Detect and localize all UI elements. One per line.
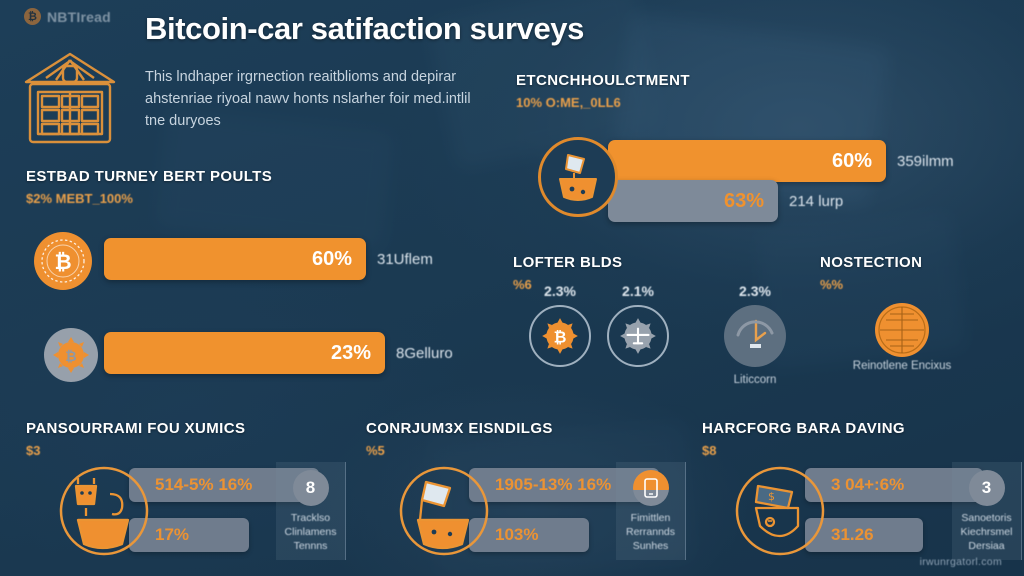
- progress-bar[interactable]: 23%: [104, 332, 385, 374]
- phone-icon: [632, 470, 669, 506]
- bar-caption: 8Gelluro: [396, 344, 453, 362]
- section-title: LOFTER BLDS: [513, 254, 623, 271]
- svg-text:₿: ₿: [54, 250, 71, 274]
- side-panel-text: Fimittlen Rerrannds Sunhes: [625, 512, 676, 552]
- card-bar[interactable]: 1905-13% 16%: [469, 468, 659, 502]
- progress-bar[interactable]: 63%: [608, 180, 778, 222]
- brand-name: NBTIread: [47, 8, 111, 25]
- card-bar-label: 3 04+:6%: [831, 475, 905, 494]
- bottom-card[interactable]: CONRJUM3X EISNDILGS %5 1905-13% 16% 103%: [366, 420, 686, 570]
- mini-stat[interactable]: 2.3% Liticcorn: [712, 283, 798, 386]
- section-subtitle: 10% O:ME,_0LL6: [516, 95, 621, 110]
- svg-text:₿: ₿: [554, 327, 567, 346]
- shield-coin-icon: $: [734, 464, 826, 563]
- card-bar[interactable]: 17%: [129, 518, 249, 552]
- medallion-icon: [862, 300, 942, 365]
- bar-row[interactable]: 60% 31Uflem: [104, 238, 433, 280]
- card-bar[interactable]: 3 04+:6%: [805, 468, 983, 502]
- bar-row[interactable]: 23% 8Gelluro: [104, 332, 453, 374]
- card-bar-label: 103%: [495, 525, 539, 544]
- card-bar[interactable]: 31.26: [805, 518, 923, 552]
- card-bar[interactable]: 103%: [469, 518, 589, 552]
- card-side-panel[interactable]: Fimittlen Rerrannds Sunhes: [616, 462, 686, 560]
- bar-percent: 63%: [723, 189, 764, 212]
- svg-text:₿: ₿: [65, 349, 76, 365]
- bar-percent: 60%: [311, 247, 352, 270]
- miner-pot-icon: [58, 464, 150, 563]
- medallion-label: Reinotlene Encixus: [852, 360, 952, 372]
- side-count-badge: 3: [968, 470, 1005, 506]
- progress-bar[interactable]: 60%: [608, 140, 886, 182]
- card-side-panel[interactable]: 8 Tracklso Clinlamens Tennns: [276, 462, 346, 560]
- section-subtitle: %6: [513, 277, 532, 292]
- clock-icon: [724, 305, 786, 367]
- side-panel-text: Tracklso Clinlamens Tennns: [284, 512, 337, 552]
- card-title: PANSOURRAMI FOU XUMICS: [26, 420, 246, 437]
- badge-heading: NOSTECTION %%: [820, 254, 922, 292]
- mini-stat-percent: 2.3%: [739, 283, 771, 299]
- page-subtitle: This lndhaper irgrnection reaitblioms an…: [145, 69, 471, 129]
- left-bars-heading: ESTBAD TURNEY BERT POULTS $2% MEBT_100%: [26, 168, 272, 206]
- drone-icon: [607, 305, 669, 367]
- svg-text:$: $: [768, 490, 775, 503]
- mini-stat[interactable]: 2.1%: [590, 283, 686, 374]
- mini-stats-heading: LOFTER BLDS %6: [513, 254, 622, 292]
- right-bars-heading: ETCNCHHOULCTMENT 10% O:ME,_0LL6: [516, 72, 690, 110]
- bar-caption: 214 lurp: [789, 192, 844, 210]
- card-bar-label: 1905-13% 16%: [495, 475, 612, 494]
- card-title: HARCFORG BARA DAVING: [702, 420, 905, 437]
- bar-percent: 60%: [831, 149, 872, 172]
- mini-stat-percent: 2.3%: [544, 283, 576, 299]
- card-bar-label: 17%: [155, 525, 190, 544]
- section-subtitle: %%: [820, 277, 844, 292]
- card-subtitle: $8: [702, 443, 717, 458]
- mini-stat[interactable]: 2.3% ₿: [524, 283, 596, 374]
- mini-stat-percent: 2.1%: [622, 283, 654, 299]
- bitcoin-gear-icon: ₿: [529, 305, 591, 367]
- bank-building-icon: [16, 48, 124, 152]
- card-bar[interactable]: 514-5% 16%: [129, 468, 319, 502]
- section-title: ETCNCHHOULCTMENT: [516, 72, 690, 89]
- side-panel-text: Sanoetoris Kiechrsmel Dersiaa: [960, 512, 1013, 552]
- bottom-card[interactable]: PANSOURRAMI FOU XUMICS $3 514-5% 16% 17%: [26, 420, 346, 570]
- section-title: ESTBAD TURNEY BERT POULTS: [26, 168, 273, 185]
- card-bar-label: 31.26: [831, 525, 874, 544]
- bar-row[interactable]: 63% 214 lurp: [608, 180, 843, 222]
- card-subtitle: $3: [26, 443, 41, 458]
- brand-logo[interactable]: ₿ NBTIread: [24, 8, 111, 25]
- card-subtitle: %5: [366, 443, 385, 458]
- section-title: NOSTECTION: [820, 254, 923, 271]
- card-title: CONRJUM3X EISNDILGS: [366, 420, 553, 437]
- side-count-badge: 8: [292, 470, 329, 506]
- page-title: Bitcoin-car satifaction surveys: [145, 11, 584, 46]
- bitcoin-coin-icon: ₿: [34, 232, 92, 290]
- bar-row[interactable]: 60% 359ilmm: [608, 140, 954, 182]
- mining-pot-icon: [538, 137, 618, 217]
- bar-caption: 31Uflem: [377, 250, 433, 268]
- progress-bar[interactable]: 60%: [104, 238, 366, 280]
- bar-percent: 23%: [330, 341, 371, 364]
- medallion-stat[interactable]: [862, 300, 942, 365]
- bitcoin-gear-icon: ₿: [44, 328, 98, 382]
- bitcoin-coin-icon: ₿: [24, 8, 41, 25]
- mini-stat-label: Liticcorn: [733, 374, 777, 386]
- card-side-panel[interactable]: 3 Sanoetoris Kiechrsmel Dersiaa: [952, 462, 1022, 560]
- bottom-card[interactable]: HARCFORG BARA DAVING $8 3 04+:6% 31.26 $…: [702, 420, 1022, 570]
- card-bar-label: 514-5% 16%: [155, 475, 253, 494]
- mining-flag-icon: [398, 464, 490, 563]
- footer-url[interactable]: irwunrgatorl.com: [919, 556, 1002, 568]
- bar-caption: 359ilmm: [897, 152, 954, 170]
- section-subtitle: $2% MEBT_100%: [26, 191, 133, 206]
